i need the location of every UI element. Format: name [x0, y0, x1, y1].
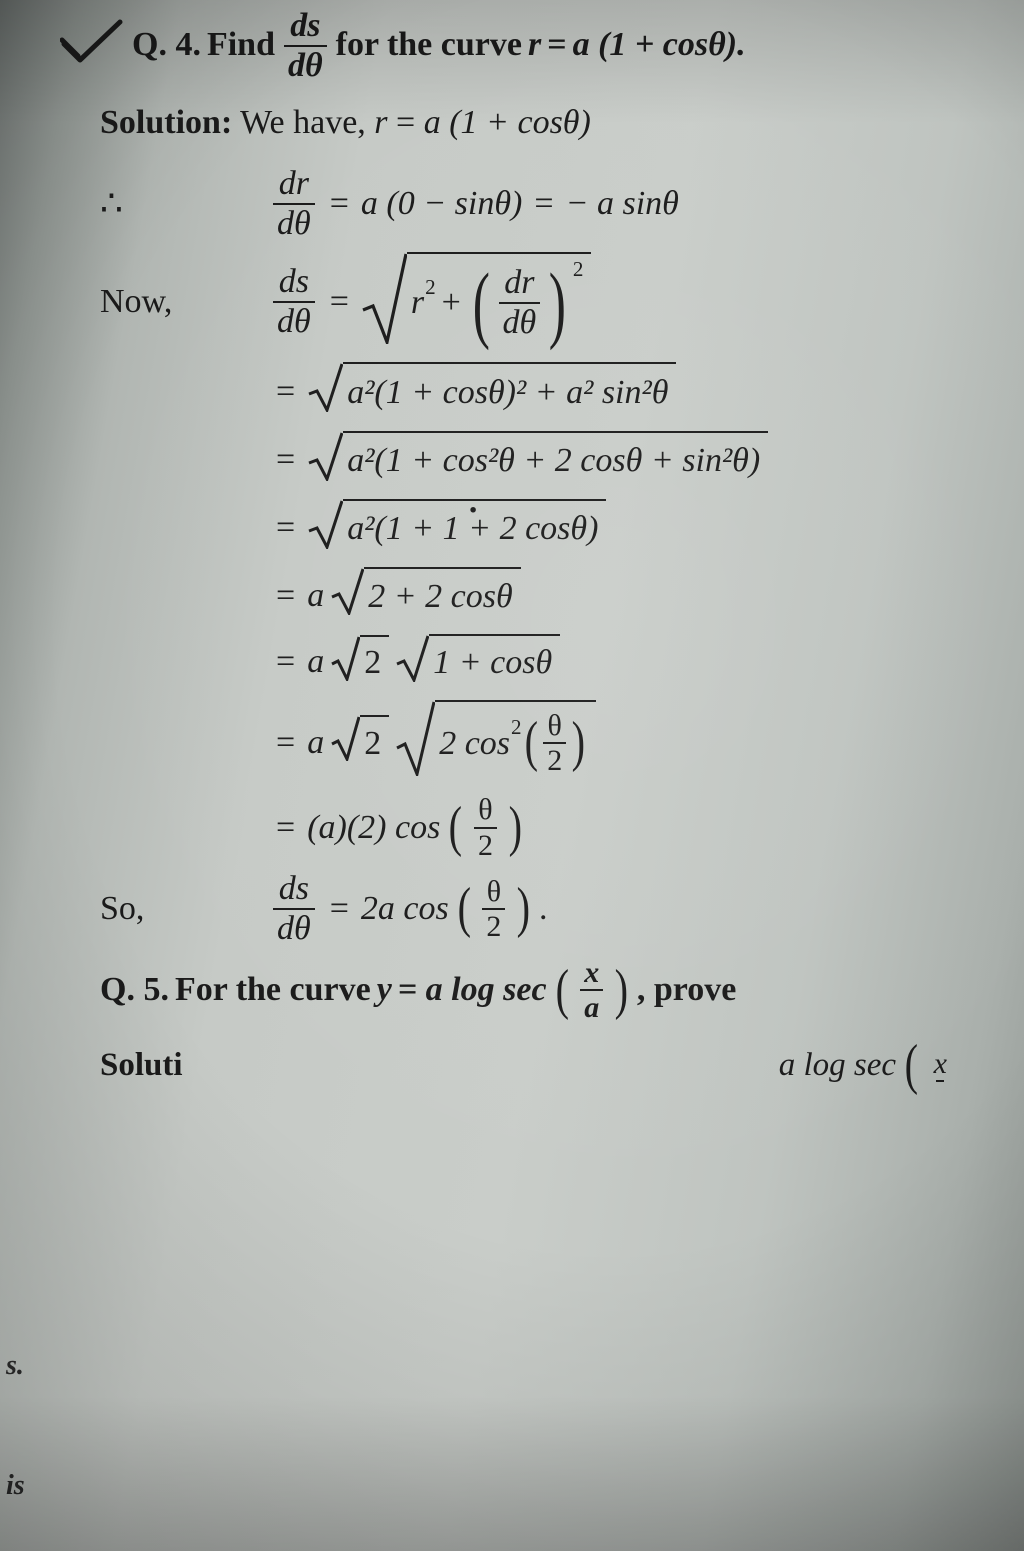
dsdtheta-frac: ds dθ — [270, 264, 318, 339]
ds-line2: = a²(1 + cosθ)² + a² sin²θ — [270, 362, 984, 420]
textbook-page: Q. 4. Find ds dθ for the curve r = a (1 … — [0, 0, 1024, 1551]
restatement-lhs: r — [374, 104, 387, 141]
ds-line8: = (a)(2) cos ( θ 2 ) — [270, 794, 984, 861]
q5-frac: x a — [577, 957, 606, 1024]
dr-dtheta-row: ∴ dr dθ = a (0 − sinθ) = − a sinθ — [100, 166, 984, 241]
margin-frag-2: is — [6, 1470, 25, 1502]
q4-number: Q. 4. — [132, 19, 201, 72]
q4-r: r — [528, 19, 541, 72]
bottom-fragment: Soluti a log sec ( x — [100, 1042, 984, 1090]
margin-frag-1: s. — [6, 1350, 24, 1382]
ds-line4: = a²(1 + 1 + 2 cosθ) — [270, 499, 984, 557]
radical-icon — [395, 634, 429, 690]
radical-icon — [395, 700, 435, 784]
radical-icon — [330, 567, 364, 623]
sqrt2-line7: 2 — [330, 715, 389, 769]
sqrt-line3: a²(1 + cos²θ + 2 cosθ + sin²θ) — [307, 431, 768, 489]
sqrt-line4: a²(1 + 1 + 2 cosθ) — [307, 499, 606, 557]
q4-heading: Q. 4. Find ds dθ for the curve r = a (1 … — [70, 8, 984, 83]
deriv-rhs2: − a sinθ — [566, 185, 679, 222]
restatement-rhs: a (1 + cosθ) — [424, 104, 591, 141]
ds-line3: = a²(1 + cos²θ + 2 cosθ + sin²θ) — [270, 431, 984, 489]
ds-line5: = a 2 + 2 cosθ — [270, 567, 984, 623]
drdtheta-frac: dr dθ — [270, 166, 318, 241]
solution-label: Solution: — [100, 104, 232, 141]
ds-final: So, ds dθ = 2a cos ( θ 2 ) . — [100, 871, 984, 946]
q4-rhs: a (1 + cosθ). — [573, 19, 746, 72]
checkmark-icon — [70, 24, 122, 68]
radical-icon — [330, 715, 360, 769]
final-dsdtheta: ds dθ — [270, 871, 318, 946]
so-label: So, — [100, 890, 270, 927]
q5-trail: , prove — [637, 971, 736, 1009]
radical-icon — [307, 362, 343, 420]
therefore-symbol: ∴ — [100, 184, 270, 224]
radical-icon — [307, 499, 343, 557]
ds-line6: = a 2 1 + cosθ — [270, 634, 984, 690]
sqrt-line6b: 1 + cosθ — [395, 634, 560, 690]
sqrt2-line6: 2 — [330, 635, 389, 689]
q5-heading: Q. 5. For the curve y = a log sec ( x a … — [100, 957, 984, 1024]
soluti-frag: Soluti — [100, 1047, 183, 1084]
ds-line1: Now, ds dθ = r2 + ( dr dθ — [100, 252, 984, 352]
sqrt-line2: a²(1 + cosθ)² + a² sin²θ — [307, 362, 676, 420]
q4-eq: = — [547, 19, 566, 72]
q4-dsdtheta: ds dθ — [281, 8, 330, 83]
solution-restatement: Solution: We have, r = a (1 + cosθ) — [100, 97, 984, 148]
q4-find: Find — [207, 19, 275, 72]
deriv-rhs1: a (0 − sinθ) — [361, 185, 522, 222]
now-label: Now, — [100, 283, 270, 320]
radical-icon — [307, 431, 343, 489]
we-have: We have, — [240, 104, 366, 141]
sqrt-line1: r2 + ( dr dθ )2 — [361, 252, 592, 352]
ds-line7: = a 2 2 cos2 ( θ 2 ) — [270, 700, 984, 784]
q4-mid: for the curve — [336, 19, 522, 72]
sqrt-line7b: 2 cos2 ( θ 2 ) — [395, 700, 596, 784]
sqrt-line5: 2 + 2 cosθ — [330, 567, 520, 623]
q5-number: Q. 5. — [100, 971, 169, 1009]
radical-icon — [361, 252, 407, 352]
q5-text1: For the curve — [175, 971, 371, 1009]
q5-y: y — [377, 971, 392, 1009]
radical-icon — [330, 635, 360, 689]
q5-mid: = a log sec — [398, 971, 547, 1009]
